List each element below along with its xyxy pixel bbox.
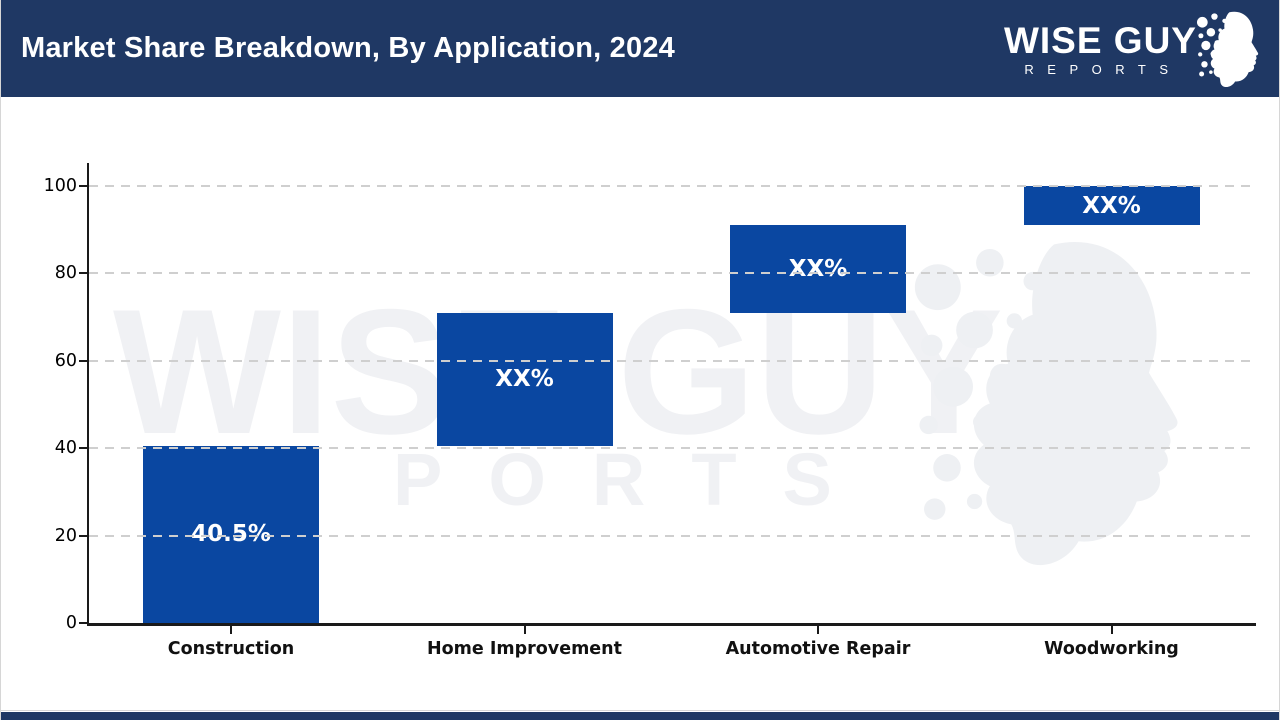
bar-value-label: 40.5% [191,521,271,548]
bar-value-label: XX% [1082,192,1141,219]
y-tick-mark [79,534,87,537]
y-tick-mark [79,622,87,624]
gridline [89,272,1254,275]
x-tick-mark [230,626,232,634]
gridline [89,359,1254,362]
logo-wordmark: WISE GUY [1003,19,1197,61]
watermark-subtitle: PORTS [393,438,878,521]
x-category-label: Automotive Repair [725,639,911,659]
y-tick-label: 80 [54,263,77,284]
x-axis-line [87,623,1256,626]
page-title: Market Share Breakdown, By Application, … [21,32,675,64]
y-tick-label: 40 [54,438,77,459]
gridline [89,534,1254,537]
x-category-label: Home Improvement [427,639,622,659]
y-tick-mark [79,272,87,275]
bottom-divider [1,709,1279,711]
x-category-label: Construction [167,639,295,659]
wiseguy-head-icon [1196,11,1259,87]
logo-subtitle: REPORTS [1024,61,1182,77]
y-tick-label: 20 [54,525,77,546]
y-tick-mark [79,185,87,187]
bar-value-label: XX% [788,256,848,283]
logo-text: WISE GUY REPORTS [1004,22,1197,76]
header-bar: Market Share Breakdown, By Application, … [1,0,1279,97]
bar-automotive-repair: XX% [730,225,906,313]
x-tick-mark [817,626,819,634]
y-axis-line [87,163,89,626]
y-tick-mark [79,359,87,362]
x-tick-mark [523,626,526,634]
y-tick-label: 100 [43,176,77,196]
bar-home-improvement: XX% [436,312,613,446]
x-category-label: Woodworking [1044,639,1179,659]
x-tick-mark [1110,626,1113,634]
gridline [89,185,1254,187]
watermark-head-icon [914,241,1178,566]
y-tick-label: 60 [54,350,77,371]
bar-construction: 40.5% [143,446,319,623]
bar-value-label: XX% [495,366,554,393]
y-tick-mark [79,447,87,450]
footer-bar [1,712,1279,720]
gridline [89,447,1254,450]
bar-woodworking: XX% [1023,186,1200,226]
y-tick-label: 0 [65,613,77,633]
wise-guy-logo: WISE GUY REPORTS [1004,8,1265,90]
